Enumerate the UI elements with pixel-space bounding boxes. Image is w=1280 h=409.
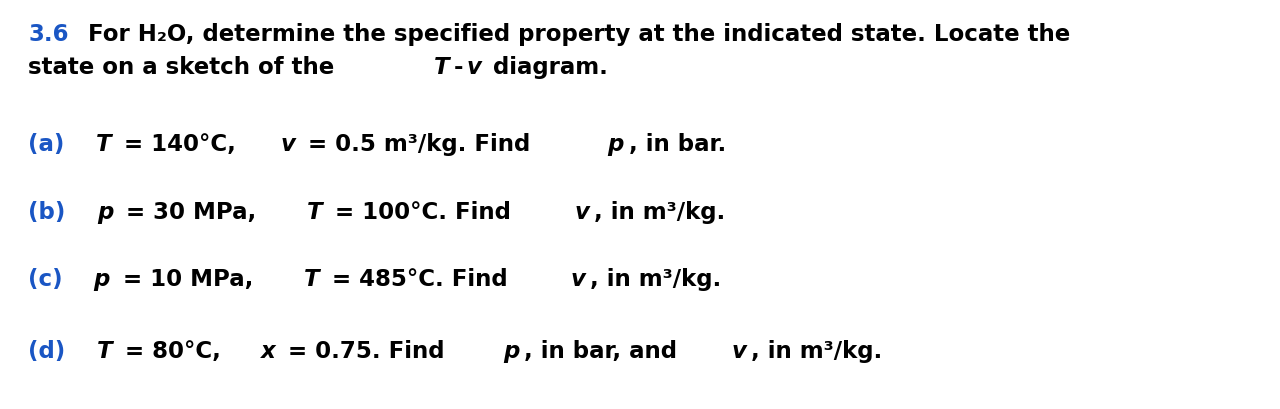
Text: x: x xyxy=(261,340,276,363)
Text: , in m³/kg.: , in m³/kg. xyxy=(594,201,724,224)
Text: , in bar, and: , in bar, and xyxy=(524,340,685,363)
Text: v: v xyxy=(466,56,481,79)
Text: state on a sketch of the: state on a sketch of the xyxy=(28,56,343,79)
Text: p: p xyxy=(97,201,114,224)
Text: T: T xyxy=(96,133,111,156)
Text: = 30 MPa,: = 30 MPa, xyxy=(118,201,265,224)
Text: = 10 MPa,: = 10 MPa, xyxy=(115,268,261,291)
Text: v: v xyxy=(732,340,746,363)
Text: T: T xyxy=(434,56,449,79)
Text: T: T xyxy=(303,268,319,291)
Text: v: v xyxy=(575,201,590,224)
Text: v: v xyxy=(571,268,586,291)
Text: v: v xyxy=(280,133,296,156)
Text: (b): (b) xyxy=(28,201,65,224)
Text: p: p xyxy=(503,340,520,363)
Text: (c): (c) xyxy=(28,268,63,291)
Text: = 0.5 m³/kg. Find: = 0.5 m³/kg. Find xyxy=(300,133,539,156)
Text: = 140°C,: = 140°C, xyxy=(116,133,243,156)
Text: For H₂O, determine the specified property at the indicated state. Locate the: For H₂O, determine the specified propert… xyxy=(81,23,1070,46)
Text: T: T xyxy=(97,340,113,363)
Text: (d): (d) xyxy=(28,340,65,363)
Text: diagram.: diagram. xyxy=(485,56,608,79)
Text: p: p xyxy=(93,268,110,291)
Text: , in m³/kg.: , in m³/kg. xyxy=(751,340,882,363)
Text: -: - xyxy=(454,56,463,79)
Text: = 485°C. Find: = 485°C. Find xyxy=(324,268,516,291)
Text: T: T xyxy=(307,201,323,224)
Text: = 100°C. Find: = 100°C. Find xyxy=(326,201,518,224)
Text: , in bar.: , in bar. xyxy=(628,133,726,156)
Text: = 0.75. Find: = 0.75. Find xyxy=(280,340,453,363)
Text: , in m³/kg.: , in m³/kg. xyxy=(590,268,722,291)
Text: 3.6: 3.6 xyxy=(28,23,69,46)
Text: = 80°C,: = 80°C, xyxy=(116,340,229,363)
Text: p: p xyxy=(608,133,623,156)
Text: (a): (a) xyxy=(28,133,64,156)
